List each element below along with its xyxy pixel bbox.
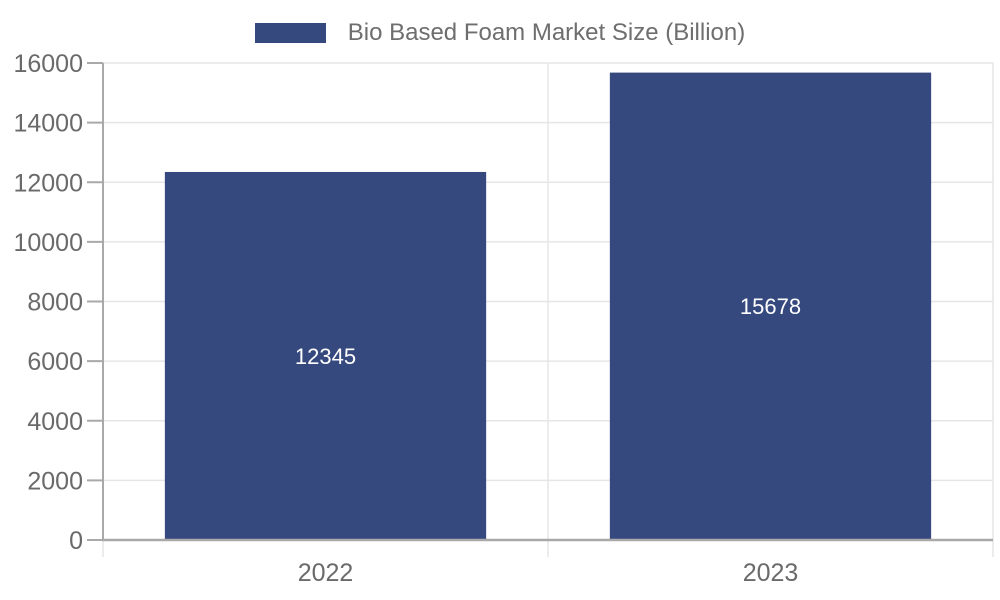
y-tick-label: 4000 xyxy=(27,408,83,436)
y-tick-label: 12000 xyxy=(13,169,83,197)
y-tick-label: 8000 xyxy=(27,289,83,317)
x-tick-label: 2022 xyxy=(298,559,354,587)
y-tick-label: 10000 xyxy=(13,229,83,257)
y-tick-label: 14000 xyxy=(13,110,83,138)
legend-label: Bio Based Foam Market Size (Billion) xyxy=(347,19,746,46)
bar[interactable] xyxy=(164,171,487,540)
y-tick-label: 2000 xyxy=(27,467,83,495)
bar-value-label: 15678 xyxy=(740,294,801,319)
legend-item[interactable]: Bio Based Foam Market Size (Billion) xyxy=(254,19,746,46)
legend-swatch xyxy=(254,23,326,43)
bar[interactable] xyxy=(609,72,932,541)
y-tick-label: 6000 xyxy=(27,348,83,376)
legend: Bio Based Foam Market Size (Billion) xyxy=(0,19,1000,46)
y-tick-label: 0 xyxy=(69,527,83,555)
x-tick-label: 2023 xyxy=(743,559,799,587)
bar-value-label: 12345 xyxy=(295,344,356,369)
y-tick-label: 16000 xyxy=(13,50,83,78)
